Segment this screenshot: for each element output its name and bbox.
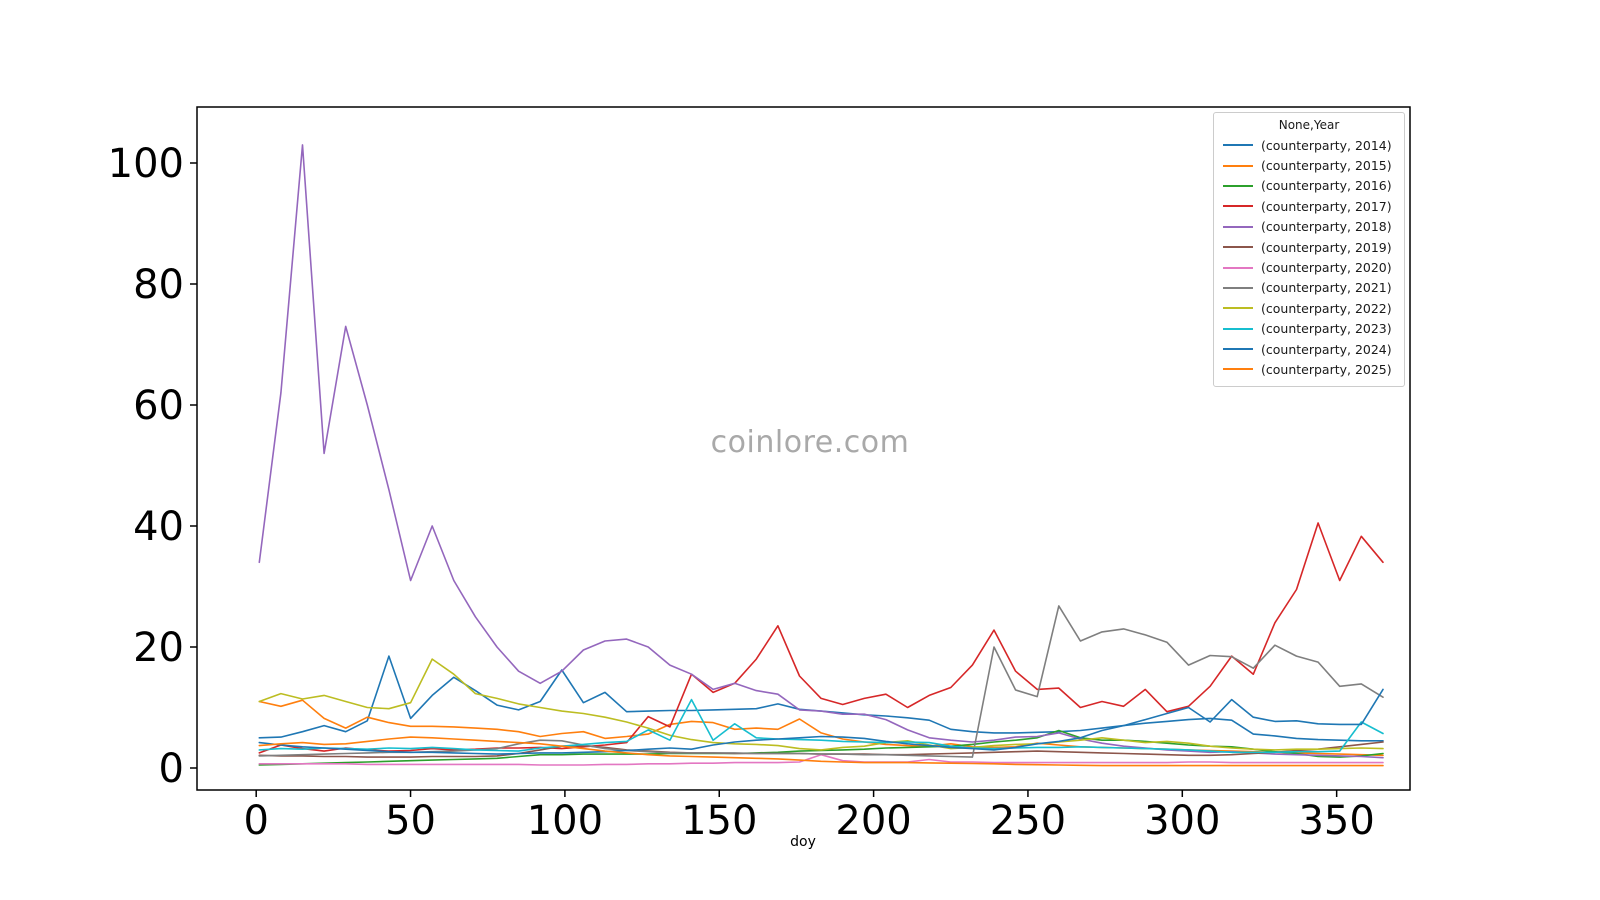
- series-line-2017: [258, 522, 1384, 754]
- legend-swatch-2023: [1223, 327, 1253, 330]
- legend-item-2014: (counterparty, 2014): [1220, 135, 1398, 155]
- legend-swatch-2014: [1223, 144, 1253, 147]
- legend-item-2016: (counterparty, 2016): [1220, 176, 1398, 196]
- y-tick-label: 100: [108, 141, 184, 187]
- x-tick-label: 100: [527, 798, 603, 844]
- y-tick-label: 20: [133, 625, 184, 671]
- legend-swatch-2020: [1223, 266, 1253, 269]
- x-tick-label: 0: [243, 798, 268, 844]
- y-tick-label: 40: [133, 504, 184, 550]
- x-tick-label: 150: [681, 798, 757, 844]
- legend-item-2021: (counterparty, 2021): [1220, 278, 1398, 298]
- plot-frame: [196, 106, 1411, 791]
- legend-swatch-2016: [1223, 184, 1253, 187]
- series-line-2021: [258, 605, 1384, 758]
- x-tick-label: 200: [835, 798, 911, 844]
- legend-item-2025: (counterparty, 2025): [1220, 359, 1398, 379]
- legend-swatch-2021: [1223, 286, 1253, 289]
- series-line-2024: [258, 688, 1384, 755]
- plot-series-lines: [258, 144, 1384, 767]
- axis-tick-labels: 0 50 100 150 200 250 300 350 0 20 40 60 80 100: [108, 141, 1375, 844]
- series-line-2023: [258, 698, 1384, 754]
- y-tick-label: 60: [133, 383, 184, 429]
- legend: None,Year (counterparty, 2014) (counterpa…: [1213, 112, 1405, 387]
- x-axis-label: doy: [790, 834, 816, 850]
- legend-item-label: (counterparty, 2025): [1261, 361, 1392, 377]
- y-tick-label: 0: [159, 746, 184, 792]
- y-tick-label: 80: [133, 262, 184, 308]
- legend-item-label: (counterparty, 2020): [1261, 260, 1392, 276]
- legend-item-label: (counterparty, 2022): [1261, 300, 1392, 316]
- legend-swatch-2025: [1223, 368, 1253, 371]
- series-line-2018: [258, 144, 1384, 759]
- legend-item-2019: (counterparty, 2019): [1220, 237, 1398, 257]
- watermark: coinlore.com: [710, 424, 910, 460]
- legend-item-2017: (counterparty, 2017): [1220, 196, 1398, 216]
- axis-tick-marks: [190, 162, 1338, 797]
- legend-item-label: (counterparty, 2014): [1261, 137, 1392, 153]
- legend-title: None,Year: [1278, 118, 1340, 132]
- legend-swatch-2017: [1223, 205, 1253, 208]
- legend-item-label: (counterparty, 2019): [1261, 239, 1392, 255]
- legend-swatch-2022: [1223, 307, 1253, 310]
- legend-item-label: (counterparty, 2015): [1261, 158, 1392, 174]
- legend-item-2024: (counterparty, 2024): [1220, 339, 1398, 359]
- x-tick-label: 350: [1298, 798, 1374, 844]
- series-line-2022: [258, 658, 1384, 751]
- legend-item-2015: (counterparty, 2015): [1220, 155, 1398, 175]
- legend-item-2020: (counterparty, 2020): [1220, 257, 1398, 277]
- legend-item-2022: (counterparty, 2022): [1220, 298, 1398, 318]
- x-tick-label: 50: [385, 798, 436, 844]
- legend-item-label: (counterparty, 2021): [1261, 280, 1392, 296]
- legend-item-label: (counterparty, 2016): [1261, 178, 1392, 194]
- x-tick-label: 250: [990, 798, 1066, 844]
- legend-rows: (counterparty, 2014) (counterparty, 2015)…: [1220, 135, 1398, 380]
- x-tick-label: 300: [1144, 798, 1220, 844]
- legend-swatch-2024: [1223, 348, 1253, 351]
- legend-item-label: (counterparty, 2017): [1261, 198, 1392, 214]
- legend-swatch-2019: [1223, 246, 1253, 249]
- legend-swatch-2015: [1223, 164, 1253, 167]
- series-line-2025: [258, 736, 1384, 767]
- legend-item-2018: (counterparty, 2018): [1220, 217, 1398, 237]
- legend-item-label: (counterparty, 2024): [1261, 341, 1392, 357]
- legend-item-label: (counterparty, 2018): [1261, 219, 1392, 235]
- legend-item-2023: (counterparty, 2023): [1220, 319, 1398, 339]
- legend-swatch-2018: [1223, 225, 1253, 228]
- legend-item-label: (counterparty, 2023): [1261, 321, 1392, 337]
